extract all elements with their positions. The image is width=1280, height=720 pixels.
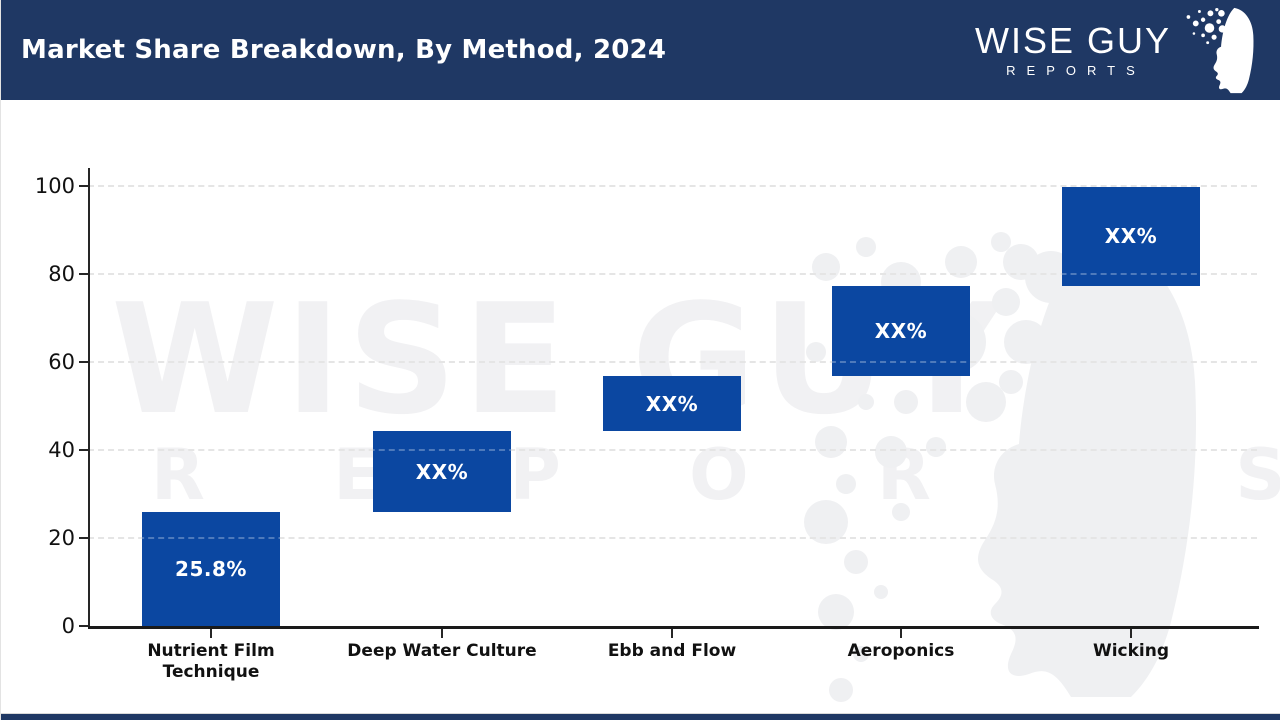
- watermark-face-icon: [804, 232, 1196, 702]
- gridline: [88, 273, 1257, 275]
- bar-value-label: XX%: [415, 459, 469, 484]
- bar-deep-water-culture: XX%: [373, 431, 511, 513]
- gridline-overlay: [88, 361, 1257, 363]
- category-label: Aeroponics: [847, 641, 955, 661]
- bar-nutrient-film-technique: 25.8%: [142, 512, 280, 626]
- header-bar: Market Share Breakdown, By Method, 2024 …: [1, 0, 1280, 100]
- y-tick-label: 40: [48, 438, 75, 462]
- bar-value-label: XX%: [645, 391, 699, 416]
- y-axis-spine: [88, 168, 90, 629]
- bar-wicking: XX%: [1062, 186, 1200, 286]
- y-tick-mark: [79, 449, 88, 451]
- y-tick-mark: [79, 185, 88, 187]
- y-tick-mark: [79, 625, 88, 627]
- x-tick-mark: [441, 629, 443, 638]
- page-title: Market Share Breakdown, By Method, 2024: [21, 35, 667, 65]
- category-label: Wicking: [1092, 641, 1170, 661]
- y-tick-label: 80: [48, 262, 75, 286]
- brand-logo-text: WISE GUY REPORTS: [974, 19, 1171, 78]
- gridline-overlay: [88, 273, 1257, 275]
- y-tick-label: 0: [61, 614, 75, 638]
- x-tick-mark: [210, 629, 212, 638]
- gridline: [88, 449, 1257, 451]
- bar-value-label: XX%: [1104, 224, 1158, 249]
- category-label: Deep Water Culture: [347, 641, 537, 661]
- gridline: [88, 361, 1257, 363]
- y-tick-mark: [79, 537, 88, 539]
- gridline-overlay: [88, 537, 1257, 539]
- x-tick-mark: [900, 629, 902, 638]
- bar-ebb-and-flow: XX%: [603, 376, 741, 432]
- x-tick-mark: [671, 629, 673, 638]
- x-tick-mark: [1130, 629, 1132, 638]
- brand-subname: REPORTS: [1006, 62, 1146, 78]
- gridline: [88, 185, 1257, 187]
- gridline: [88, 537, 1257, 539]
- y-tick-label: 20: [48, 526, 75, 550]
- category-label: Ebb and Flow: [607, 641, 737, 661]
- x-axis-spine: [88, 626, 1259, 629]
- y-tick-label: 60: [48, 350, 75, 374]
- brand-logo: WISE GUY REPORTS: [975, 6, 1261, 94]
- footer-divider: [1, 713, 1280, 714]
- brand-name: WISE GUY: [974, 19, 1171, 61]
- y-tick-mark: [79, 361, 88, 363]
- y-tick-mark: [79, 273, 88, 275]
- brand-face-icon: [1186, 7, 1254, 94]
- bar-aeroponics: XX%: [832, 285, 970, 377]
- footer-bar: [1, 714, 1280, 720]
- category-label: Nutrient Film Technique: [147, 641, 275, 682]
- gridline-overlay: [88, 449, 1257, 451]
- gridline-overlay: [88, 185, 1257, 187]
- bar-value-label: 25.8%: [175, 557, 247, 582]
- bar-value-label: XX%: [874, 318, 928, 343]
- y-tick-label: 100: [34, 174, 75, 198]
